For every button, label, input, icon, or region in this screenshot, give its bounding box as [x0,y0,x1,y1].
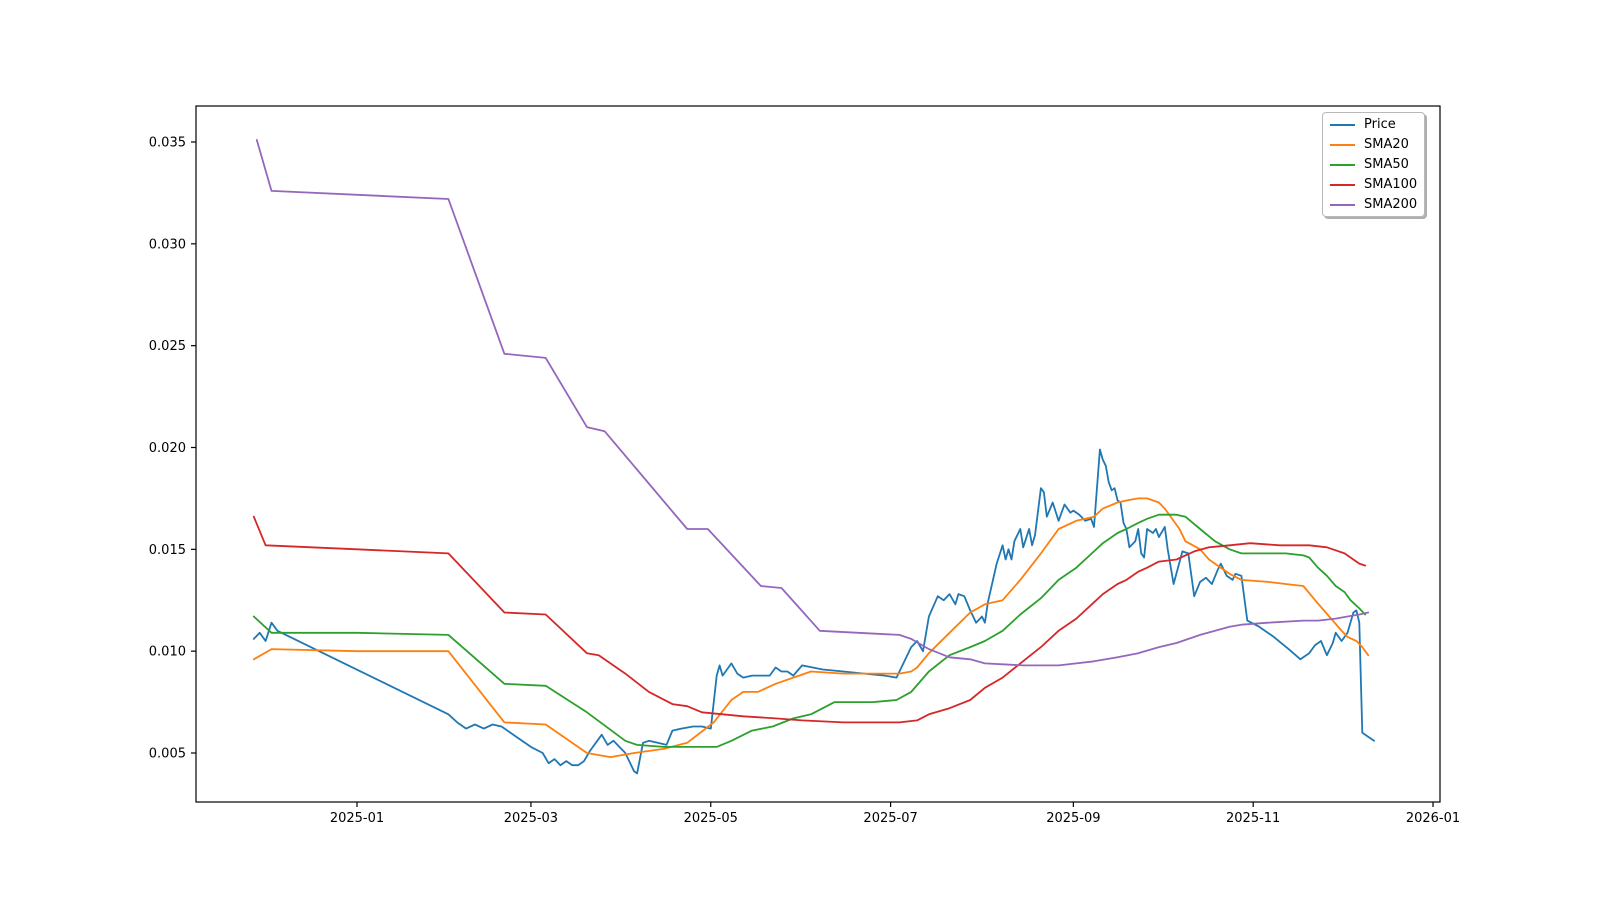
series-line-sma50 [252,513,1367,748]
plot-area-border [195,105,1441,803]
legend-item-sma50: SMA50 [1330,158,1417,171]
x-axis-tick-label: 2025-05 [684,811,738,826]
series-line-price [252,448,1375,775]
legend-line-sample [1330,123,1355,126]
y-axis-tick-label: 0.025 [149,339,186,354]
y-axis-tick-label: 0.005 [149,747,186,762]
legend-line-sample [1330,203,1355,206]
legend-label: Price [1364,117,1396,132]
x-axis-tick-label: 2026-01 [1406,811,1460,826]
legend-label: SMA20 [1364,137,1409,152]
legend-line-sample [1330,163,1355,166]
x-axis-tick-label: 2025-09 [1046,811,1100,826]
series-line-sma20 [252,497,1370,758]
y-axis-tick-label: 0.035 [149,135,186,150]
y-axis-tick-label: 0.030 [149,237,186,252]
x-axis-tick-label: 2025-11 [1226,811,1280,826]
legend: Price SMA20 SMA50 SMA100 SMA200 [1322,112,1426,217]
legend-label: SMA100 [1364,177,1418,192]
x-axis-tick-label: 2025-07 [863,811,917,826]
legend-line-sample [1330,143,1355,146]
y-axis-tick-label: 0.010 [149,645,186,660]
legend-item-price: Price [1330,118,1417,131]
series-line-sma100 [252,515,1367,724]
series-line-sma200 [255,139,1370,667]
legend-item-sma20: SMA20 [1330,138,1417,151]
x-axis-tick-label: 2025-03 [504,811,558,826]
legend-label: SMA50 [1364,157,1409,172]
y-axis-tick-label: 0.015 [149,543,186,558]
legend-item-sma100: SMA100 [1330,178,1417,191]
y-axis-tick-label: 0.020 [149,441,186,456]
legend-line-sample [1330,183,1355,186]
legend-label: SMA200 [1364,197,1418,212]
x-axis-tick-label: 2025-01 [330,811,384,826]
legend-item-sma200: SMA200 [1330,198,1417,211]
